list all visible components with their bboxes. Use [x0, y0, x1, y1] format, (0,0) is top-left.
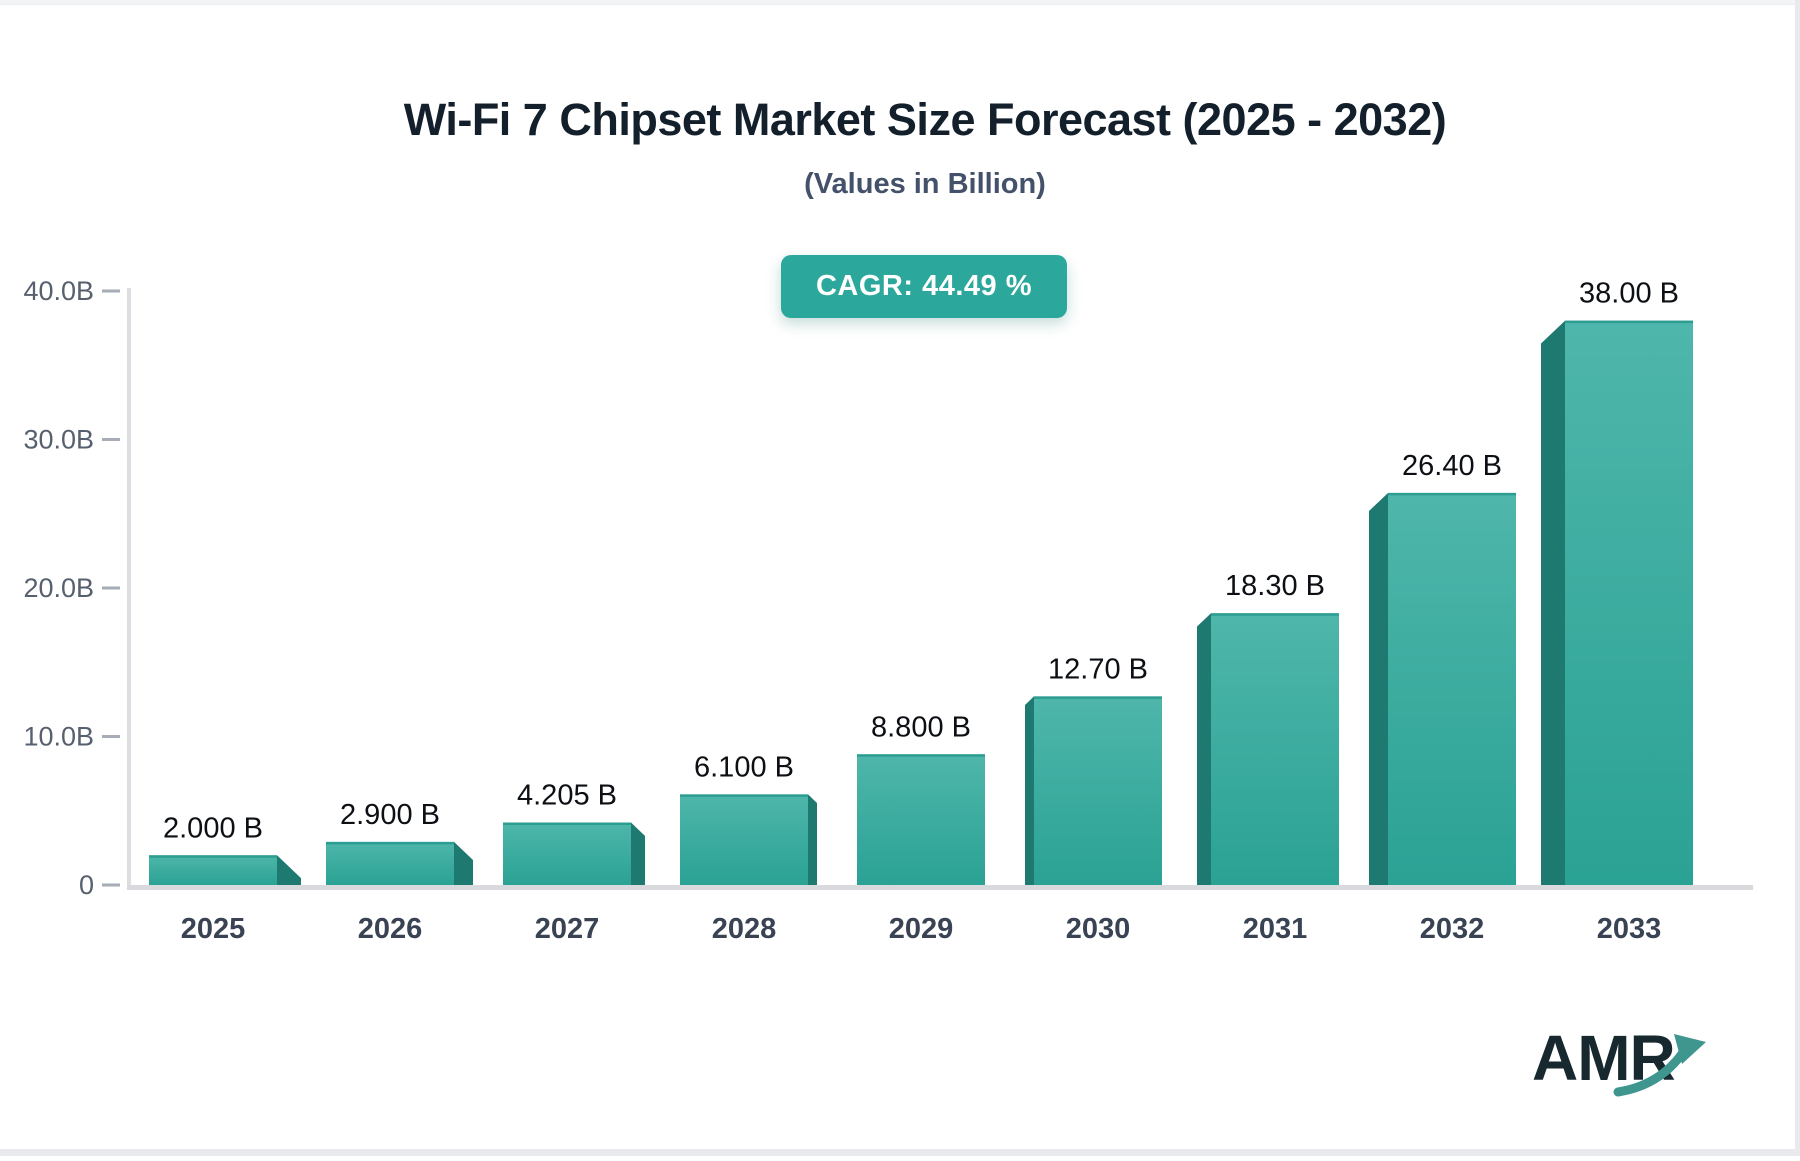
bar-side-face: [631, 822, 645, 889]
bar-2029: 8.800 B 2029: [857, 711, 985, 945]
page-top-edge: [0, 0, 1800, 5]
x-tick-label: 2033: [1597, 913, 1662, 945]
bar-main-face: [1388, 492, 1516, 885]
bar-value-label: 12.70 B: [1048, 653, 1148, 685]
bar-main-face: [1034, 696, 1162, 885]
bar-2026: 2.900 B 2026: [326, 799, 473, 945]
bar-value-label: 2.000 B: [163, 812, 263, 844]
x-tick-label: 2032: [1420, 913, 1485, 945]
bar-main-face: [326, 841, 454, 885]
y-tick-label: 30.0B: [23, 425, 94, 455]
bar-side-face: [1197, 613, 1211, 889]
x-tick-label: 2027: [535, 913, 600, 945]
y-tick-label: 40.0B: [23, 276, 94, 306]
bar-side-face: [454, 841, 473, 889]
x-tick-label: 2030: [1066, 913, 1131, 945]
brand-arrow-icon: [1613, 1034, 1706, 1097]
bar-2033: 38.00 B 2033: [1541, 278, 1693, 945]
bar-value-label: 38.00 B: [1579, 278, 1679, 310]
page-right-edge: [1795, 0, 1800, 1156]
bar-side-face: [808, 794, 817, 889]
bar-value-label: 4.205 B: [517, 780, 617, 812]
y-tick-label: 10.0B: [23, 722, 94, 752]
cagr-badge: CAGR: 44.49 %: [780, 255, 1068, 318]
bar-value-label: 6.100 B: [694, 751, 794, 783]
bar-2031: 18.30 B 2031: [1197, 570, 1339, 945]
bar-2025: 2.000 B 2025: [149, 812, 301, 945]
bar-2028: 6.100 B 2028: [680, 751, 817, 945]
bar-side-face: [1369, 492, 1388, 889]
chart-subtitle: (Values in Billion): [804, 168, 1046, 200]
bar-value-label: 18.30 B: [1225, 570, 1325, 602]
chart-title: Wi-Fi 7 Chipset Market Size Forecast (20…: [403, 94, 1447, 145]
bar-main-face: [1211, 613, 1339, 885]
bar-2027: 4.205 B 2027: [503, 780, 645, 945]
x-tick-label: 2026: [358, 913, 423, 945]
x-axis-baseline: [127, 885, 1753, 890]
x-tick-label: 2028: [712, 913, 777, 945]
bar-main-face: [1565, 320, 1693, 885]
bar-side-face: [1541, 320, 1565, 889]
y-tick-label: 20.0B: [23, 573, 94, 603]
x-tick-label: 2029: [889, 913, 954, 945]
bar-side-face: [277, 855, 301, 889]
brand-logo: AMR: [1532, 1026, 1722, 1116]
bar-main-face: [680, 794, 808, 885]
y-tick-label: 0: [79, 870, 94, 900]
x-tick-label: 2025: [181, 913, 246, 945]
bar-side-face: [1025, 696, 1034, 889]
bar-main-face: [857, 754, 985, 885]
bar-main-face: [503, 822, 631, 885]
bar-2032: 26.40 B 2032: [1369, 450, 1516, 945]
x-tick-label: 2031: [1243, 913, 1308, 945]
page-bottom-edge: [0, 1149, 1800, 1156]
bar-2030: 12.70 B 2030: [1025, 653, 1162, 945]
bar-main-face: [149, 855, 277, 885]
bar-value-label: 2.900 B: [340, 799, 440, 831]
bar-value-label: 26.40 B: [1402, 450, 1502, 482]
bar-value-label: 8.800 B: [871, 711, 971, 743]
